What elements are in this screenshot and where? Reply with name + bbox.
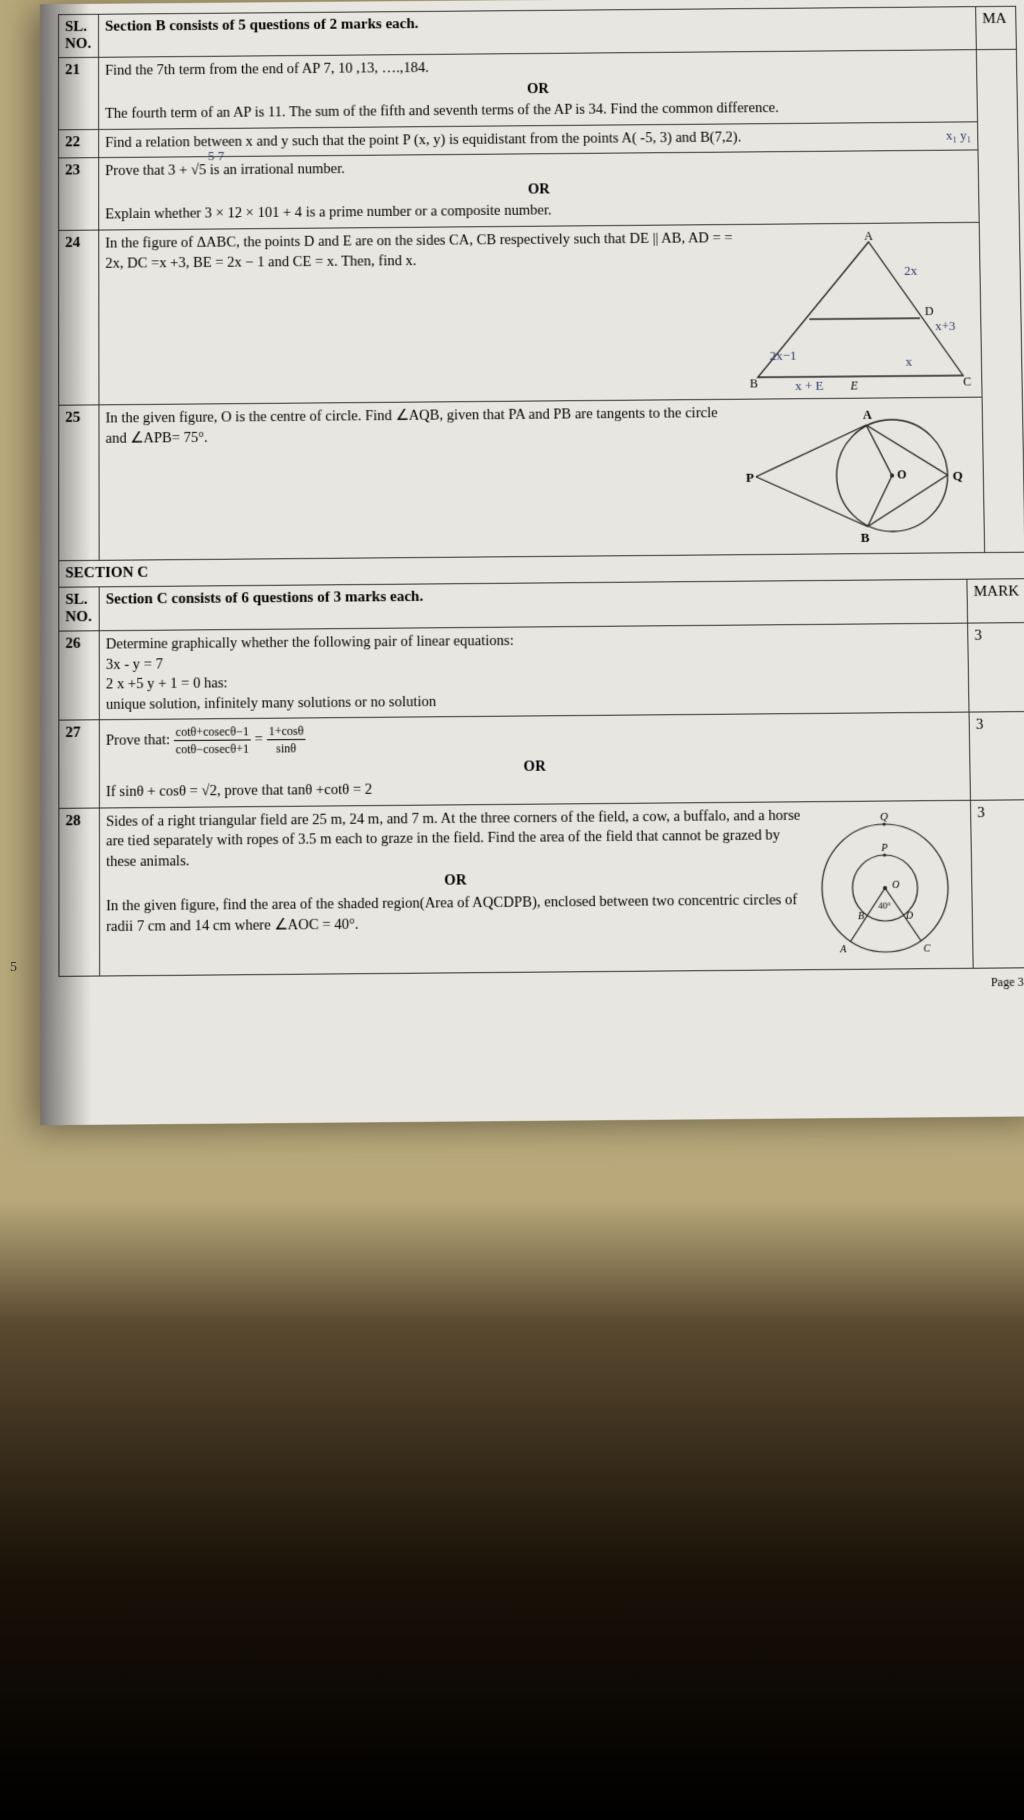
q27-num2: 1+cosθ xyxy=(267,723,306,741)
slno-label: SL. NO. xyxy=(65,19,91,52)
slno-header: SL. NO. xyxy=(58,14,98,57)
q28-text1: Sides of a right triangular field are 25… xyxy=(106,807,800,870)
q27-lead: Prove that: xyxy=(106,732,170,749)
q23-no: 23 xyxy=(59,158,99,230)
q22-handwriting: x₁ y₁ xyxy=(946,126,972,144)
q24-content: A B C D E 2x x+3 2x−1 x x + E In the fig… xyxy=(99,222,982,405)
marks-label: MA xyxy=(982,11,1006,27)
q25-text: In the given figure, O is the centre of … xyxy=(106,405,718,446)
q28-figure-concentric: Q P O B D A C 40° xyxy=(808,807,963,963)
q25-no: 25 xyxy=(59,405,99,561)
q27-den1: cotθ−cosecθ+1 xyxy=(174,741,251,758)
fig-label-P: P xyxy=(746,470,754,485)
fig-label-angle: 40° xyxy=(878,900,891,910)
q27-den2: sinθ xyxy=(267,740,306,757)
fig-hand-xe: x + E xyxy=(795,378,824,393)
q28-no: 28 xyxy=(59,808,100,976)
background-dark xyxy=(0,1200,1024,1820)
q25-content: P O Q A B In the given figure, O is the … xyxy=(99,397,985,560)
q27-eq: = xyxy=(255,731,263,747)
section-b-header: Section B consists of 5 questions of 2 m… xyxy=(99,7,977,58)
q21-text1: Find the 7th term from the end of AP 7, … xyxy=(105,60,429,79)
q23-text2: Explain whether 3 × 12 × 101 + 4 is a pr… xyxy=(105,203,551,223)
q27-frac2: 1+cosθ sinθ xyxy=(267,723,306,758)
q23-handwriting: 5 7 xyxy=(208,148,224,163)
fig-label-D: D xyxy=(905,910,914,921)
left-page-num: 5 xyxy=(10,960,17,976)
marks-header-c: MARK xyxy=(967,579,1024,623)
fig-label-O: O xyxy=(897,467,907,481)
fig-label-B: B xyxy=(750,376,758,390)
q23-or: OR xyxy=(105,176,972,203)
marks-header: MA xyxy=(976,6,1017,49)
fig-hand-x: x xyxy=(905,354,912,369)
section-c-table: SECTION C SL. NO. Section C consists of … xyxy=(58,552,1024,977)
fig-hand-2x: 2x xyxy=(904,263,918,278)
q23-content: Prove that 3 + √5 is an irrational numbe… xyxy=(99,150,980,230)
fig-label-C: C xyxy=(963,374,971,388)
q23-text1: Prove that 3 + √5 is an irrational numbe… xyxy=(105,161,345,179)
q28-marks: 3 xyxy=(970,799,1024,967)
q27-content: Prove that: cotθ+cosecθ−1 cotθ−cosecθ+1 … xyxy=(99,712,970,807)
fig-label-B: B xyxy=(858,911,864,922)
q25-figure-circle: P O Q A B xyxy=(740,404,974,548)
slno-header-c: SL. NO. xyxy=(59,587,99,631)
q28-content: Q P O B D A C 40° Sides of a right trian… xyxy=(99,800,973,976)
section-b-table: SL. NO. Section B consists of 5 question… xyxy=(58,6,1024,561)
section-b-header-text: Section B consists of 5 questions of 2 m… xyxy=(105,16,419,35)
section-b-marks-col xyxy=(976,49,1024,552)
q28-text2: In the given figure, find the area of th… xyxy=(106,892,797,935)
section-c-header-text: Section C consists of 6 questions of 3 m… xyxy=(106,589,424,608)
q27-frac1: cotθ+cosecθ−1 cotθ−cosecθ+1 xyxy=(174,723,251,758)
q21-no: 21 xyxy=(59,57,99,129)
q21-or: OR xyxy=(105,76,970,103)
fig-label-O: O xyxy=(892,879,900,890)
fig-label-C: C xyxy=(923,943,930,954)
q26-marks: 3 xyxy=(968,623,1024,713)
marks-label-c: MARK xyxy=(974,583,1020,600)
exam-page: SL. NO. Section B consists of 5 question… xyxy=(40,0,1024,1125)
q27-alt: If sinθ + cosθ = √2, prove that tanθ +co… xyxy=(106,782,372,801)
fig-label-Q: Q xyxy=(880,810,888,822)
q26-no: 26 xyxy=(59,631,100,721)
fig-hand-2x1: 2x−1 xyxy=(769,348,796,363)
q22-no: 22 xyxy=(59,129,99,158)
fig-label-P: P xyxy=(880,842,887,853)
q27-num1: cotθ+cosecθ−1 xyxy=(174,723,251,741)
q21-content: Find the 7th term from the end of AP 7, … xyxy=(99,50,978,130)
q22-text: Find a relation between x and y such tha… xyxy=(105,129,741,151)
q27-marks: 3 xyxy=(969,712,1024,800)
fig-label-B: B xyxy=(861,530,870,545)
q26-content: Determine graphically whether the follow… xyxy=(99,623,969,720)
q24-text: In the figure of ΔABC, the points D and … xyxy=(105,230,732,271)
fig-label-E: E xyxy=(849,378,858,392)
q21-text2: The fourth term of an AP is 11. The sum … xyxy=(105,100,779,122)
q24-no: 24 xyxy=(59,230,99,405)
fig-label-Q: Q xyxy=(952,468,962,483)
section-c-header: Section C consists of 6 questions of 3 m… xyxy=(99,579,967,631)
fig-label-A: A xyxy=(839,944,847,955)
fig-hand-x3: x+3 xyxy=(935,318,956,333)
fig-label-A: A xyxy=(864,229,873,243)
q24-figure-triangle: A B C D E 2x x+3 2x−1 x x + E xyxy=(738,229,972,393)
q27-no: 27 xyxy=(59,720,100,808)
slno-label-c: SL. NO. xyxy=(65,591,92,625)
fig-label-D: D xyxy=(925,304,934,318)
fig-label-A: A xyxy=(863,408,872,422)
